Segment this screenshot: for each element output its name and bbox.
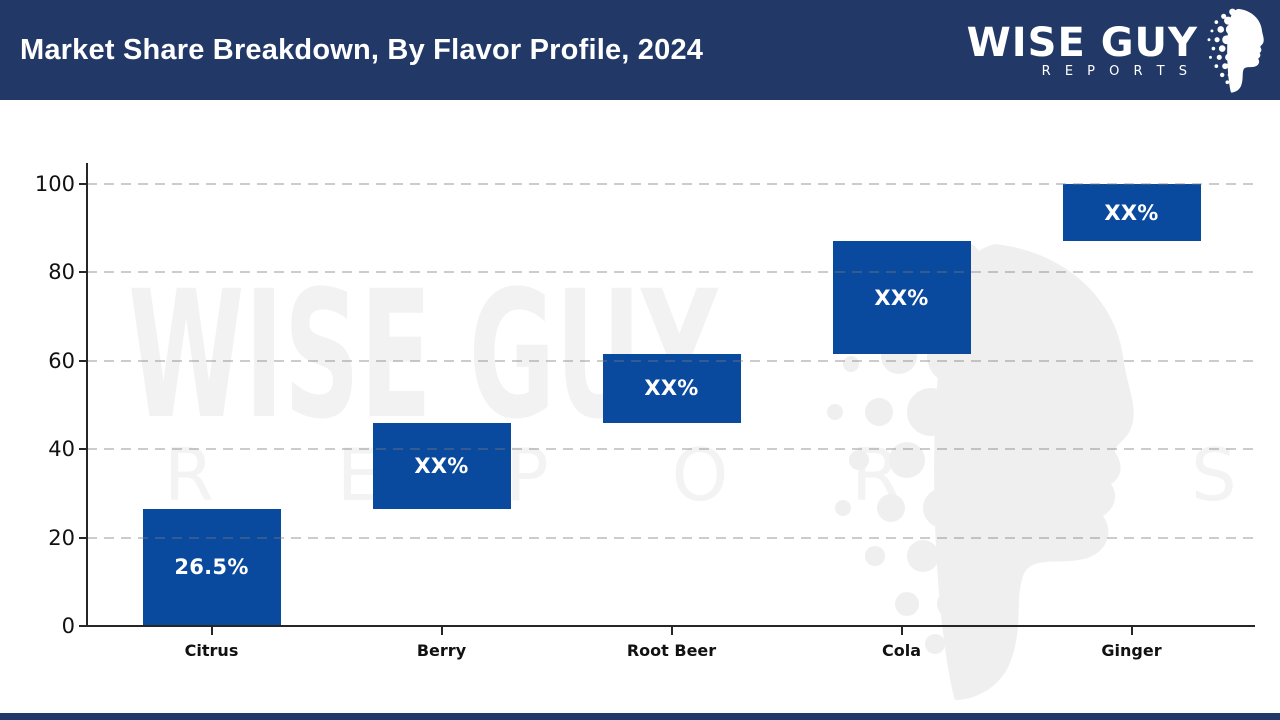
wiseguy-logo: WISE GUY R E P O R T S (967, 4, 1270, 98)
y-tick-label-0: 0 (61, 614, 75, 638)
bar-value-label: XX% (644, 376, 699, 401)
y-tick-80 (79, 271, 87, 274)
y-tick-40 (79, 448, 87, 451)
x-tick-citrus (210, 627, 213, 635)
bar-citrus: 26.5% (142, 508, 281, 626)
bar-cola: XX% (832, 241, 971, 355)
bar-root-beer: XX% (602, 354, 741, 423)
y-tick-label-80: 80 (48, 260, 75, 285)
x-tick-root-beer (670, 627, 673, 635)
y-tick-label-60: 60 (48, 348, 75, 373)
y-tick-label-100: 100 (34, 172, 75, 196)
logo-reports-text: R E P O R T S (1041, 64, 1192, 79)
y-tick-0 (79, 625, 87, 627)
y-tick-20 (79, 536, 87, 539)
y-tick-100 (79, 183, 87, 185)
gridline-60 (87, 359, 1255, 362)
x-axis-label-berry: Berry (416, 641, 467, 660)
bar-value-label: XX% (414, 453, 469, 478)
x-tick-berry (440, 627, 443, 635)
footer-bar (0, 713, 1280, 720)
y-tick-label-20: 20 (48, 525, 75, 550)
gridline-100 (87, 183, 1255, 185)
logo-brand-text: WISE GUY (966, 20, 1198, 66)
bar-berry: XX% (372, 422, 511, 509)
x-axis-label-ginger: Ginger (1101, 641, 1162, 660)
x-axis-label-cola: Cola (881, 641, 921, 660)
y-tick-60 (79, 359, 87, 362)
y-axis-spine (86, 163, 88, 627)
x-axis-label-root-beer: Root Beer (626, 641, 717, 660)
x-tick-cola (900, 627, 903, 635)
gridline-20 (87, 536, 1255, 539)
bar-value-label: 26.5% (174, 555, 249, 580)
y-tick-label-40: 40 (48, 437, 75, 462)
x-axis-label-citrus: Citrus (184, 641, 239, 660)
page-title: Market Share Breakdown, By Flavor Profil… (20, 33, 704, 66)
gridline-80 (87, 271, 1255, 274)
x-tick-ginger (1130, 627, 1133, 635)
gridline-40 (87, 448, 1255, 451)
logo-face-icon (1207, 8, 1264, 93)
bar-ginger: XX% (1062, 184, 1201, 242)
x-axis-spine (86, 625, 1255, 627)
header-bar: Market Share Breakdown, By Flavor Profil… (0, 0, 1280, 100)
bar-value-label: XX% (874, 285, 929, 310)
bar-value-label: XX% (1104, 200, 1159, 225)
